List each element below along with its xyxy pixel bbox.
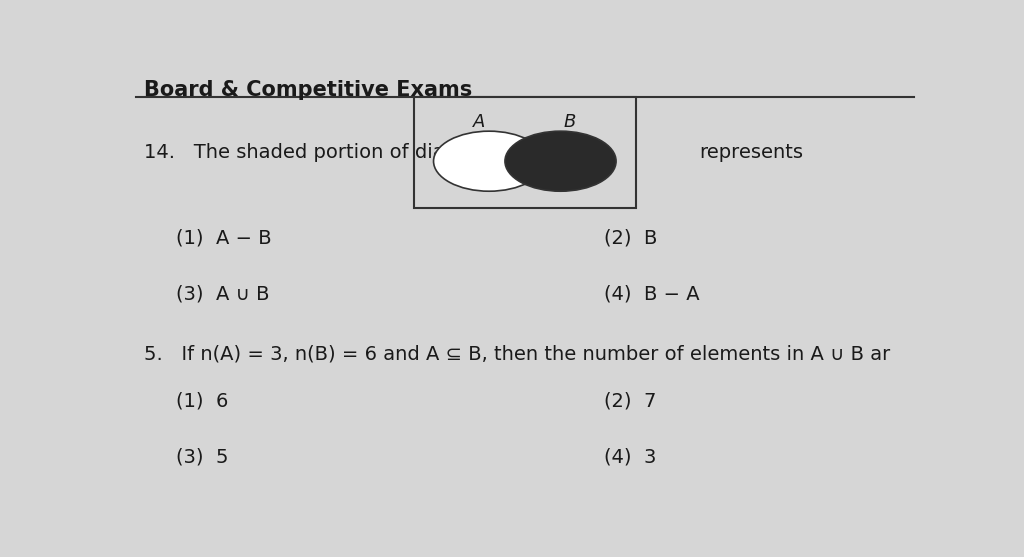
Text: (2)  7: (2) 7 xyxy=(604,392,656,411)
Text: (2)  B: (2) B xyxy=(604,229,657,248)
Text: (3)  5: (3) 5 xyxy=(176,448,228,467)
Text: (3)  A ∪ B: (3) A ∪ B xyxy=(176,285,269,304)
Text: (4)  3: (4) 3 xyxy=(604,448,656,467)
Text: A: A xyxy=(473,113,485,131)
Text: represents: represents xyxy=(699,143,804,162)
Text: 5.   If n(A) = 3, n(B) = 6 and A ⊆ B, then the number of elements in A ∪ B ar: 5. If n(A) = 3, n(B) = 6 and A ⊆ B, then… xyxy=(143,345,890,364)
Text: 14.   The shaded portion of diagram: 14. The shaded portion of diagram xyxy=(143,143,496,162)
Circle shape xyxy=(505,131,616,191)
Circle shape xyxy=(433,131,545,191)
Text: (1)  6: (1) 6 xyxy=(176,392,228,411)
Text: B: B xyxy=(564,113,577,131)
Text: (1)  A − B: (1) A − B xyxy=(176,229,271,248)
Bar xyxy=(414,97,636,208)
Text: Board & Competitive Exams: Board & Competitive Exams xyxy=(143,80,472,100)
Text: (4)  B − A: (4) B − A xyxy=(604,285,699,304)
